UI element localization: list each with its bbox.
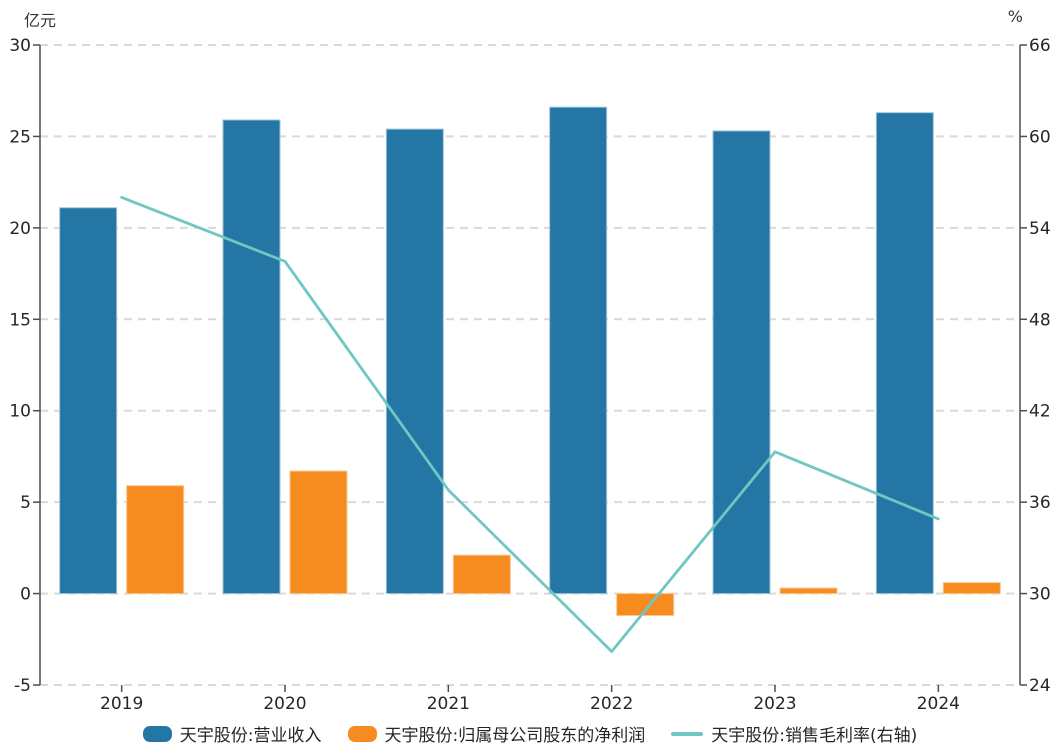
revenue-bar [875, 112, 934, 595]
left-axis-tick-label: -5 [14, 676, 31, 696]
legend-bar-swatch-blue [142, 725, 172, 742]
net-profit-bar [779, 587, 838, 595]
revenue-bar [222, 119, 281, 595]
x-axis-tick-label: 2021 [427, 694, 470, 714]
right-axis-tick-label: 66 [1029, 36, 1051, 56]
legend-item-net-profit: 天宇股份:归属母公司股东的净利润 [347, 721, 646, 746]
left-axis-tick-label: 25 [9, 127, 31, 147]
right-axis-tick-label: 30 [1029, 585, 1051, 605]
revenue-bar [59, 207, 118, 595]
x-axis-tick-label: 2020 [263, 694, 306, 714]
x-axis-tick-label: 2024 [917, 694, 960, 714]
x-axis-tick-label: 2019 [100, 694, 143, 714]
legend-label-gross-margin: 天宇股份:销售毛利率(右轴) [711, 726, 918, 746]
gross-margin-line [120, 195, 940, 653]
revenue-bar [712, 130, 771, 595]
right-axis-tick-label: 36 [1029, 493, 1051, 513]
x-axis-tick-label: 2023 [753, 694, 796, 714]
chart-legend: 天宇股份:营业收入 天宇股份:归属母公司股东的净利润 天宇股份:销售毛利率(右轴… [0, 721, 1060, 746]
left-axis-tick-label: 15 [9, 310, 31, 330]
legend-label-net-profit: 天宇股份:归属母公司股东的净利润 [384, 726, 646, 746]
net-profit-bar [942, 582, 1001, 595]
legend-item-gross-margin: 天宇股份:销售毛利率(右轴) [671, 721, 917, 746]
left-axis-tick-label: 30 [9, 36, 31, 56]
right-axis-unit-label: % [1007, 7, 1023, 26]
net-profit-bar [616, 593, 675, 617]
plot-area: 30 25 20 15 10 5 0 -5 66 60 54 48 42 36 30 24 2019 2020 20… [9, 36, 1051, 714]
left-axis-tick-label: 0 [20, 585, 31, 605]
legend-label-revenue: 天宇股份:营业收入 [179, 726, 322, 746]
right-axis-tick-label: 54 [1029, 219, 1051, 239]
right-axis-tick-label: 24 [1029, 676, 1051, 696]
left-axis-tick-label: 10 [9, 402, 31, 422]
x-axis-tick-label: 2022 [590, 694, 633, 714]
net-profit-bar [452, 554, 511, 595]
legend-bar-swatch-orange [347, 725, 377, 742]
legend-item-revenue: 天宇股份:营业收入 [142, 721, 322, 746]
right-axis-tick-label: 60 [1029, 127, 1051, 147]
right-axis-tick-label: 48 [1029, 310, 1051, 330]
left-axis-tick-label: 20 [9, 219, 31, 239]
left-axis-tick-label: 5 [20, 493, 31, 513]
revenue-bar [385, 128, 444, 595]
net-profit-bar [126, 485, 185, 595]
left-axis-unit-label: 亿元 [24, 11, 57, 30]
right-axis-tick-label: 42 [1029, 402, 1051, 422]
revenue-bar [549, 106, 608, 595]
net-profit-bar [289, 470, 348, 595]
legend-line-swatch-teal [671, 731, 704, 736]
